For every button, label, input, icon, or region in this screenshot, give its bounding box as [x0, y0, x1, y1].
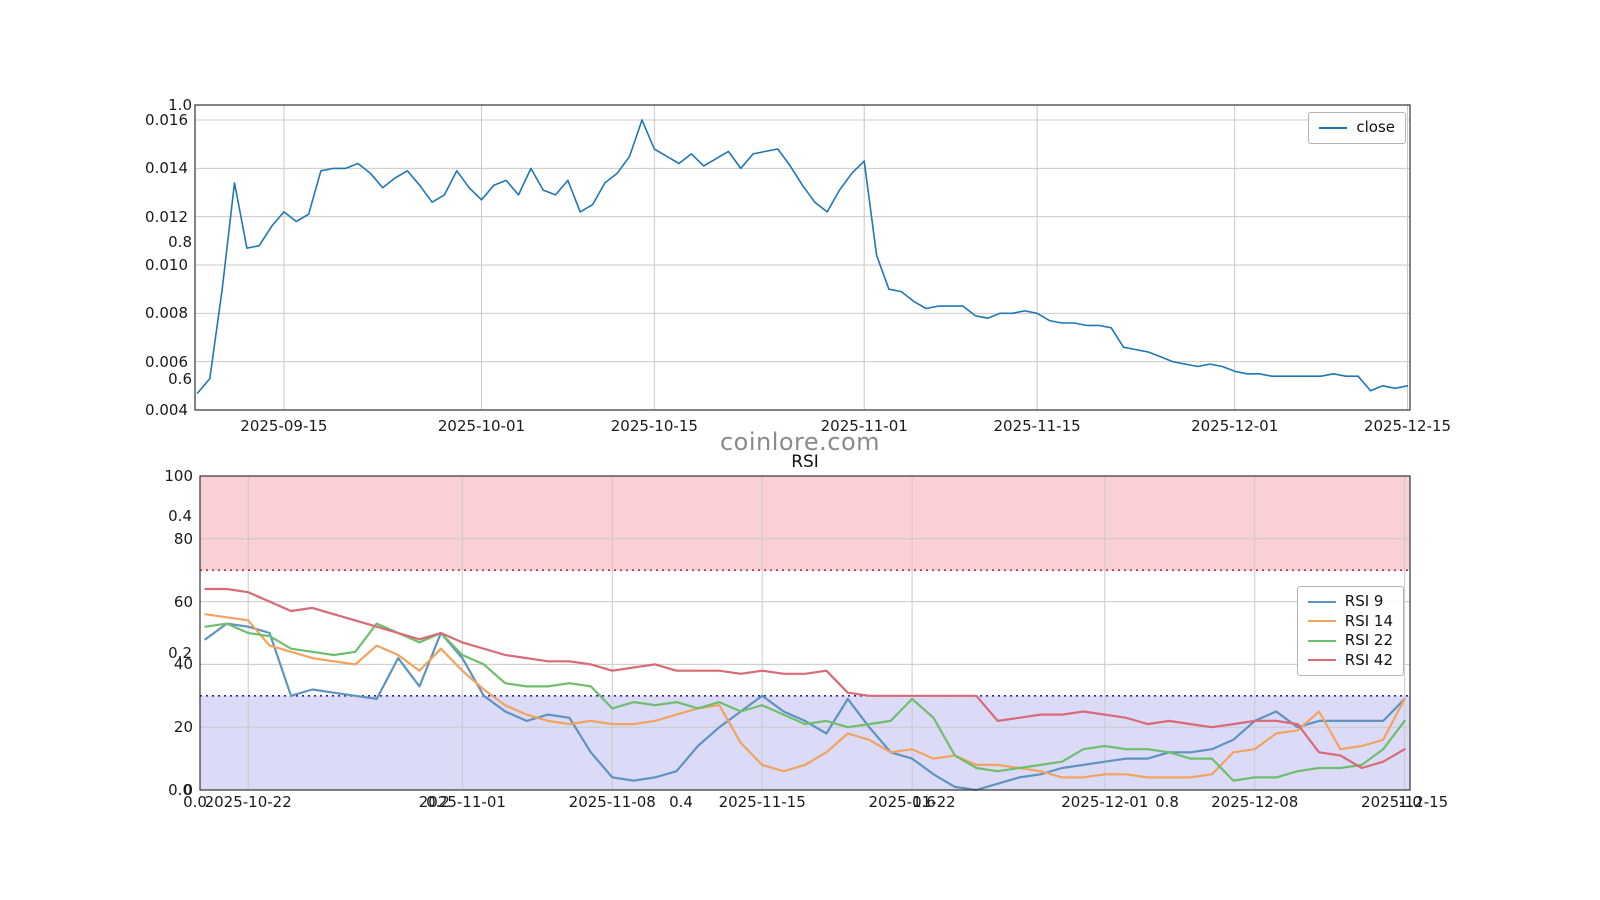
y-tick-label: 80: [173, 529, 193, 548]
y-tick-label: 0.010: [145, 256, 188, 274]
legend-label: RSI 14: [1344, 611, 1393, 630]
series-line-close: [196, 119, 1409, 394]
legend-label: close: [1356, 118, 1395, 136]
x-tick-label: 2025-12-01: [1061, 793, 1149, 811]
y-tick-label: 0.014: [145, 159, 188, 178]
y-tick-label: 40: [173, 655, 193, 674]
watermark: coinlore.com: [719, 428, 881, 456]
band-overbought: [200, 476, 1410, 571]
legend-line-sample-icon: [1307, 639, 1336, 642]
overlay-y-tick-label: 1.0: [168, 96, 192, 114]
overlay-y-tick-label: 0.2: [168, 644, 192, 662]
legend-label: RSI 22: [1344, 631, 1393, 649]
x-tick-label: 2025-11-08: [568, 793, 656, 811]
overlay-x-tick-label: 0.6: [912, 793, 936, 811]
x-tick-label: 2025-09-15: [240, 417, 328, 435]
overlay-y-tick-label: 0.8: [168, 233, 192, 251]
overlay-y-tick-label: 0.0: [168, 781, 192, 799]
x-tick-label: 2025-12-15: [1361, 793, 1449, 811]
legend-entry-rsi-9: RSI 9: [1307, 592, 1393, 612]
legend-label: RSI 9: [1344, 592, 1384, 610]
x-tick-label: 2025-11-15: [993, 417, 1081, 435]
overlay-x-tick-label: 1.0: [1398, 793, 1422, 811]
y-tick-label: 0.006: [145, 352, 188, 371]
x-tick-label: 2025-11-01: [820, 417, 908, 435]
legend-entry-rsi-42: RSI 42: [1307, 650, 1393, 671]
x-tick-label: 2025-11-01: [418, 793, 506, 811]
legend-line-sample-icon: [1307, 659, 1336, 662]
legend-entry-rsi-22: RSI 22: [1307, 631, 1393, 651]
y-tick-label: 0.008: [145, 304, 188, 323]
y-tick-label: 20: [173, 718, 193, 737]
legend-line-sample-icon: [1307, 620, 1336, 623]
y-tick-label: 0: [183, 781, 193, 799]
legend-entry-rsi-14: RSI 14: [1307, 611, 1393, 632]
plot-border: [199, 475, 1411, 791]
rsi-chart-title: RSI: [791, 452, 819, 472]
x-tick-label: 2025-11-22: [868, 793, 956, 811]
y-tick-label: 60: [173, 592, 193, 611]
x-tick-label: 2025-10-01: [437, 417, 526, 435]
x-tick-label: 2025-12-15: [1363, 417, 1452, 435]
y-tick-label: 0.004: [145, 401, 188, 419]
overlay-x-tick-label: 0.0: [183, 793, 207, 811]
x-tick-label: 2025-10-15: [610, 417, 698, 435]
overlay-x-tick-label: 0.4: [669, 793, 693, 811]
legend-line-sample-icon: [1307, 600, 1336, 603]
overlay-y-tick-label: 0.4: [168, 507, 192, 525]
overlay-x-tick-label: 0.2: [426, 793, 450, 811]
legend-entry-close: close: [1319, 118, 1395, 138]
y-tick-label: 0.016: [145, 111, 188, 130]
y-tick-label: 100: [164, 467, 193, 485]
x-tick-label: 2025-12-08: [1211, 793, 1299, 811]
overlay-x-tick-label: 0.8: [1155, 793, 1179, 811]
legend-label: RSI 42: [1344, 650, 1393, 669]
series-line-rsi-9: [204, 622, 1406, 792]
x-tick-label: 2025-11-15: [718, 793, 806, 811]
plot-border: [194, 104, 1411, 411]
series-line-rsi-14: [204, 613, 1406, 779]
series-line-rsi-42: [204, 587, 1406, 770]
y-tick-label: 0.012: [145, 207, 188, 226]
overlay-y-tick-label: 0.6: [168, 370, 192, 388]
legend-line-sample-icon: [1319, 126, 1348, 129]
rsi-legend: RSI 9 RSI 14 RSI 22 RSI 42: [1296, 586, 1404, 676]
price-legend: close: [1308, 112, 1406, 144]
x-tick-label: 2025-10-22: [204, 793, 292, 811]
x-tick-label: 2025-12-01: [1191, 417, 1279, 435]
